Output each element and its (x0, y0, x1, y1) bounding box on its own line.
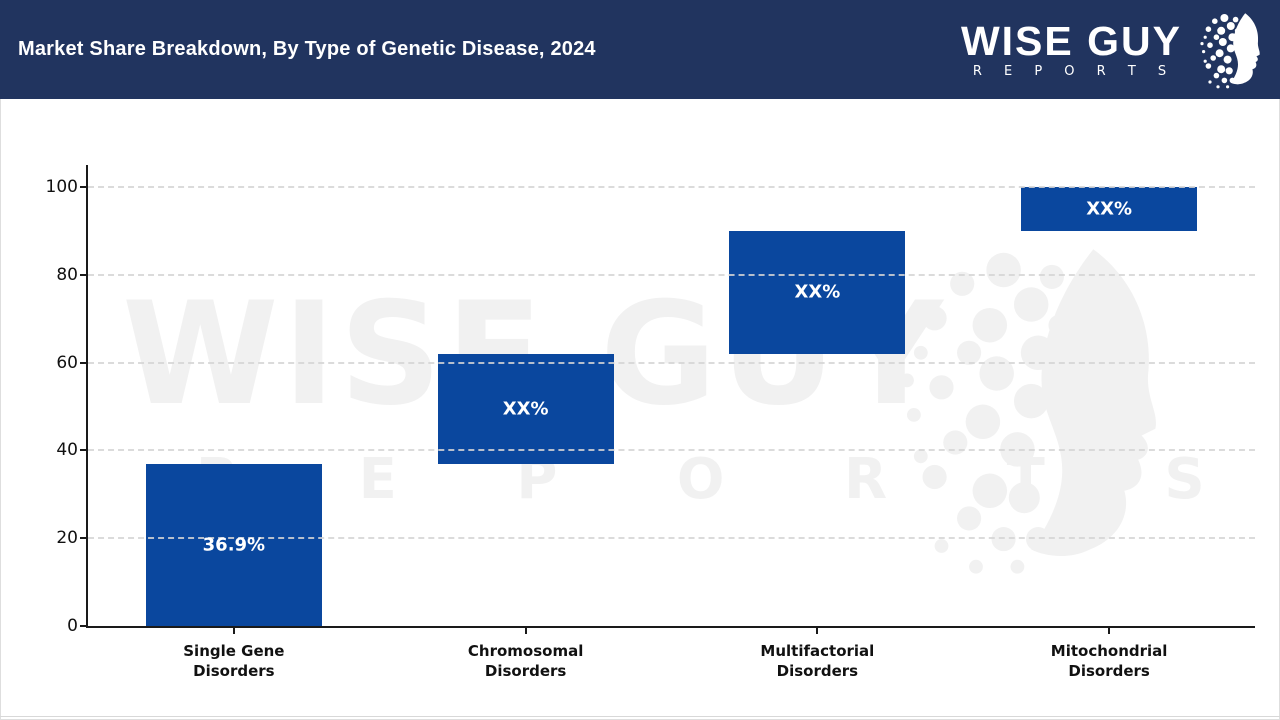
page-title: Market Share Breakdown, By Type of Genet… (18, 38, 596, 60)
y-tick-label: 40 (56, 440, 78, 461)
x-tick-mark (524, 626, 527, 634)
logo-wordmark-line1: WISE GUY (960, 18, 1182, 64)
bar-value-label: XX% (1086, 198, 1133, 220)
logo: WISE GUY R E P O R T S (961, 6, 1266, 94)
y-axis-spine (86, 165, 88, 628)
bar-value-label: XX% (794, 281, 841, 303)
head-dots-icon (1200, 12, 1260, 88)
y-tick-mark (80, 449, 88, 452)
x-tick-mark (1108, 626, 1111, 634)
logo-wordmark: WISE GUY R E P O R T S (960, 18, 1182, 79)
x-category-label: Mitochondrial Disorders (1050, 642, 1168, 680)
gridline (88, 273, 1255, 276)
y-tick-label: 20 (56, 528, 78, 549)
bar (437, 353, 614, 464)
y-tick-mark (80, 361, 88, 364)
x-tick-mark (232, 626, 235, 634)
x-category-label: Chromosomal Disorders (467, 642, 584, 680)
bottom-hairline (0, 716, 1280, 717)
gridline (88, 186, 1255, 188)
x-tick-mark (816, 626, 819, 634)
watermark-reports: R E P O R T S (196, 447, 1255, 512)
y-tick-label: 80 (56, 264, 78, 285)
bar (729, 230, 906, 354)
y-tick-mark (80, 537, 88, 540)
bar-value-label: XX% (502, 398, 549, 420)
x-axis-line (86, 626, 1255, 628)
y-tick-label: 0 (67, 616, 78, 636)
gridline (88, 449, 1255, 452)
logo-wordmark-line2: R E P O R T S (972, 64, 1176, 79)
header-bar: Market Share Breakdown, By Type of Genet… (0, 0, 1280, 99)
y-tick-mark (80, 273, 88, 276)
x-category-label: Multifactorial Disorders (760, 642, 875, 680)
bar (145, 464, 322, 626)
y-tick-mark (80, 186, 88, 188)
bar-value-label: 36.9% (202, 534, 266, 556)
gridline (88, 361, 1255, 364)
gridline (88, 537, 1255, 540)
y-tick-label: 60 (56, 352, 78, 373)
y-tick-label: 100 (45, 177, 78, 197)
y-tick-mark (80, 625, 88, 627)
x-category-label: Single Gene Disorders (183, 642, 285, 680)
bar (1021, 187, 1198, 231)
